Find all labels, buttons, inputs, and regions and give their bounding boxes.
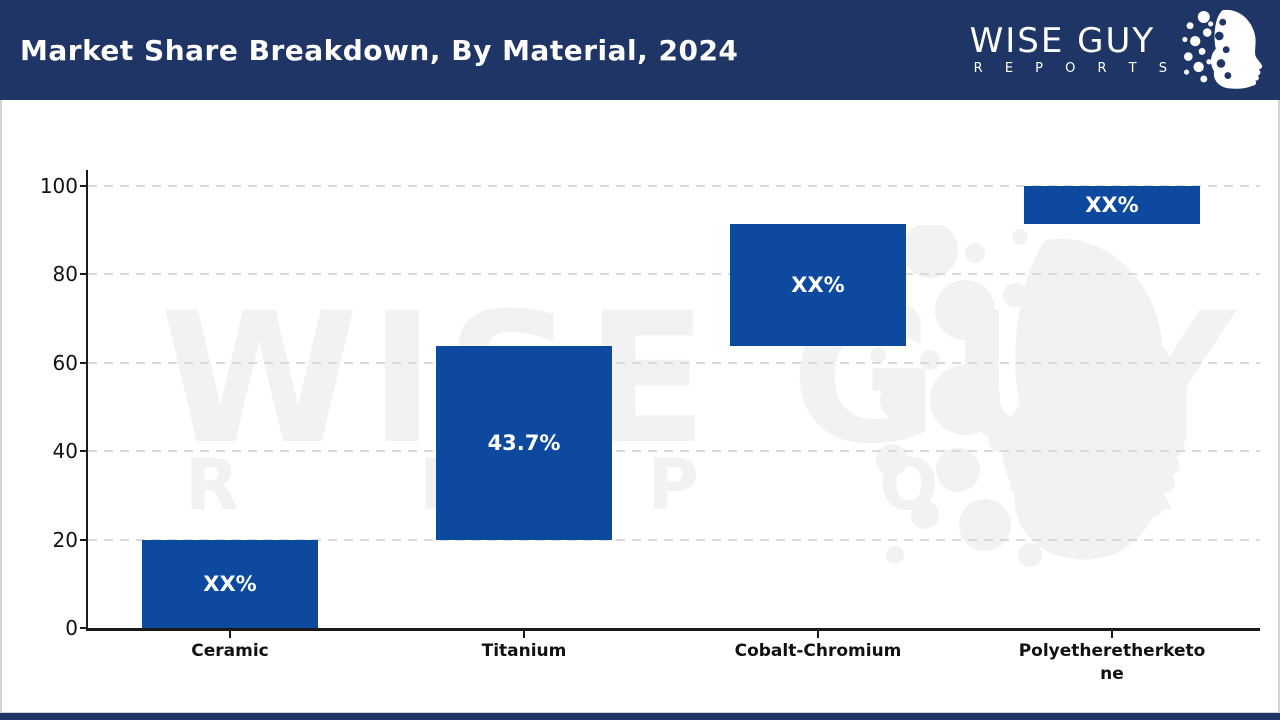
bar-value-label: XX% — [1085, 193, 1139, 218]
y-tick-mark — [80, 627, 88, 629]
gridline — [88, 185, 1260, 187]
bottom-border — [0, 712, 1280, 713]
y-axis-line — [86, 170, 88, 628]
logo-wordmark: WISE GUY — [969, 21, 1156, 61]
y-tick-label: 40 — [52, 439, 78, 464]
footer-accent-bar — [0, 713, 1280, 720]
right-border — [1278, 100, 1280, 713]
x-tick-mark — [817, 630, 819, 638]
y-tick-label: 20 — [52, 527, 78, 552]
x-axis-line — [86, 628, 1260, 631]
y-tick-mark — [80, 450, 88, 453]
x-tick-mark — [523, 630, 525, 638]
y-tick-label: 100 — [39, 174, 78, 198]
gridline — [88, 538, 1260, 541]
x-tick-mark — [229, 630, 231, 638]
bar-cobalt-chromium: XX% — [730, 224, 906, 347]
x-tick-mark — [1111, 630, 1113, 638]
bar-value-label: 43.7% — [487, 431, 561, 455]
y-tick-label: 60 — [52, 350, 78, 375]
wiseguy-face-watermark-icon — [870, 222, 1200, 579]
bar-titanium: 43.7% — [436, 346, 612, 540]
x-category-label: Titanium — [481, 641, 567, 661]
bar-value-label: XX% — [791, 273, 845, 298]
bar-ceramic: XX% — [142, 539, 318, 628]
bar-polyetheretherketone: XX% — [1024, 186, 1200, 225]
y-tick-label: 0 — [65, 616, 78, 640]
x-category-label: Ceramic — [191, 641, 269, 661]
y-tick-label: 80 — [52, 262, 78, 287]
y-tick-mark — [80, 538, 88, 541]
logo-subtext: R E P O R T S — [973, 61, 1176, 76]
gridline — [88, 273, 1260, 276]
wiseguy-logo: WISE GUY R E P O R T S — [970, 6, 1264, 94]
left-border — [0, 100, 2, 713]
bar-value-label: XX% — [203, 571, 257, 596]
y-tick-mark — [80, 361, 88, 364]
gridline — [88, 450, 1260, 453]
header: Market Share Breakdown, By Material, 202… — [0, 0, 1280, 100]
y-tick-mark — [80, 273, 88, 276]
page-title: Market Share Breakdown, By Material, 202… — [20, 33, 739, 67]
x-category-label: Polyetheretherketone — [1018, 641, 1206, 684]
y-tick-mark — [80, 185, 88, 187]
wiseguy-face-logo-icon — [1178, 6, 1264, 94]
x-category-label: Cobalt-Chromium — [734, 641, 902, 661]
gridline — [88, 361, 1260, 364]
